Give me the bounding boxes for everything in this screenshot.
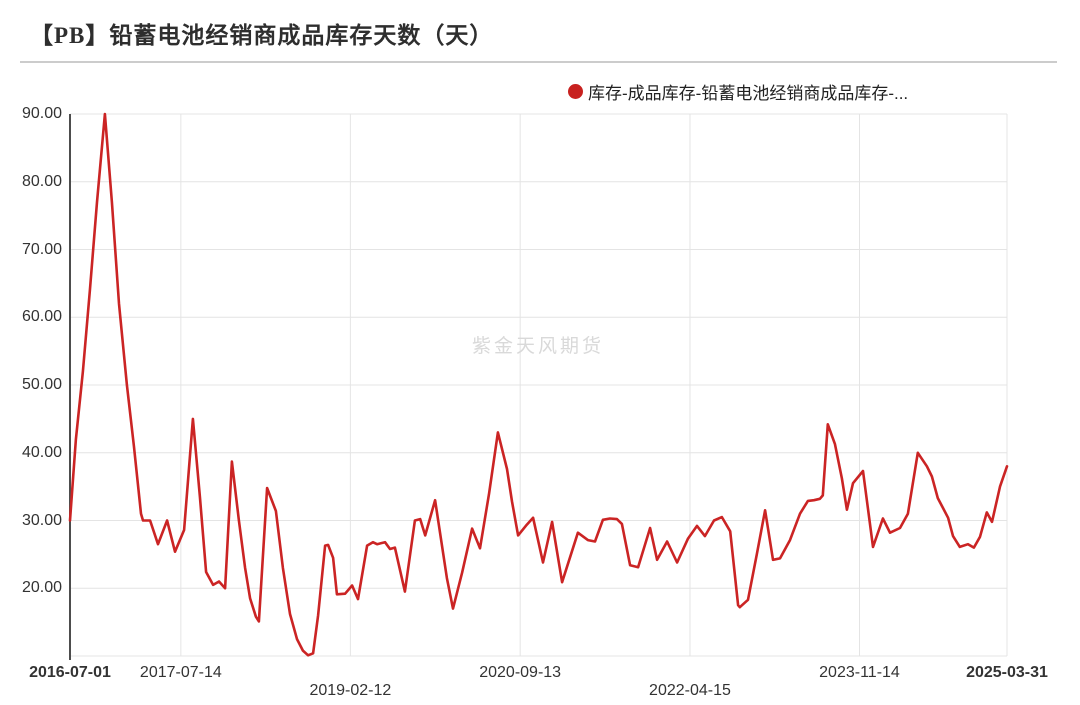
y-axis-label: 90.00 — [21, 105, 62, 122]
x-axis-label: 2025-03-31 — [966, 664, 1048, 681]
y-axis-label: 40.00 — [21, 443, 62, 461]
y-axis-label: 80.00 — [21, 172, 62, 190]
x-axis-label: 2017-07-14 — [139, 664, 222, 681]
watermark: 紫金天风期货 — [472, 336, 605, 357]
y-axis-label: 20.00 — [21, 579, 62, 597]
x-axis-label: 2023-11-14 — [819, 664, 900, 681]
legend-marker-icon — [568, 84, 583, 99]
legend-item[interactable]: 库存-成品库存-铅蓄电池经销商成品库存-... — [568, 79, 908, 104]
legend-label: 库存-成品库存-铅蓄电池经销商成品库存-... — [588, 84, 909, 103]
y-axis-label: 30.00 — [21, 511, 62, 529]
page-title: 【PB】铅蓄电池经销商成品库存天数（天） — [30, 23, 494, 48]
x-axis-label: 2016-07-01 — [29, 664, 111, 681]
y-axis-label: 50.00 — [21, 376, 62, 393]
x-axis-label: 2020-09-13 — [479, 664, 562, 681]
title-divider — [20, 61, 1057, 63]
y-axis-label: 70.00 — [21, 240, 62, 258]
y-axis-label: 60.00 — [21, 308, 62, 326]
x-axis-label: 2019-02-12 — [309, 682, 392, 699]
series-line[interactable] — [68, 112, 1009, 657]
x-axis-label: 2022-04-15 — [649, 682, 731, 699]
